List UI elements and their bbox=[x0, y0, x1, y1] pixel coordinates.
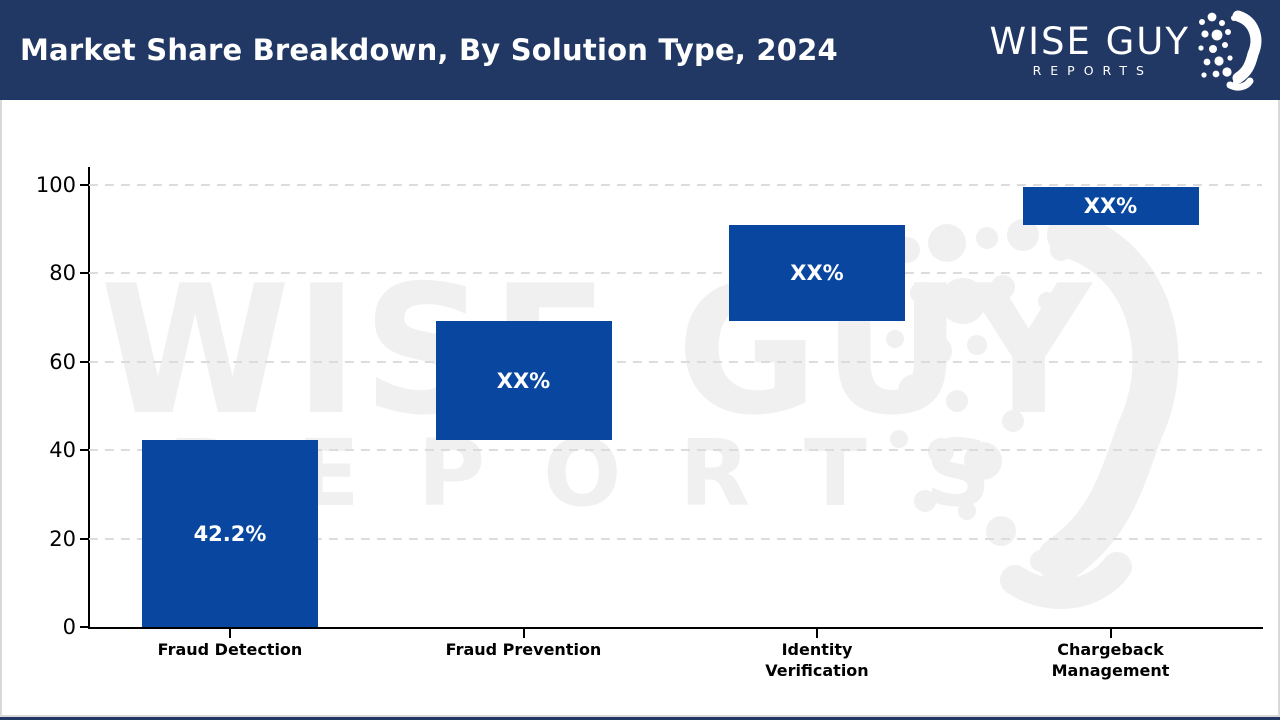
y-tick-20 bbox=[80, 537, 89, 540]
bar-fraud-detection: 42.2% bbox=[142, 440, 318, 627]
bar-value-label: XX% bbox=[790, 260, 844, 285]
x-tick-0 bbox=[229, 629, 231, 638]
gridline-100 bbox=[89, 184, 1262, 186]
gridline-40 bbox=[89, 449, 1262, 452]
y-tick-label: 20 bbox=[49, 526, 76, 551]
footer-divider bbox=[0, 715, 1280, 717]
bar-value-label: XX% bbox=[496, 368, 551, 393]
brand-logo-text: WISE GUY REPORTS bbox=[990, 23, 1190, 78]
x-category-label: Fraud Detection bbox=[157, 640, 303, 659]
bar-fraud-prevention: XX% bbox=[435, 320, 612, 441]
x-category-label: Fraud Prevention bbox=[445, 640, 602, 659]
brand-logo: WISE GUY REPORTS bbox=[990, 8, 1266, 92]
x-tick-2 bbox=[816, 629, 818, 638]
y-tick-label: 60 bbox=[49, 349, 76, 374]
y-tick-40 bbox=[80, 449, 89, 452]
gridline-60 bbox=[89, 360, 1262, 363]
y-tick-label: 0 bbox=[62, 615, 76, 639]
y-tick-0 bbox=[80, 626, 89, 628]
x-axis-line bbox=[88, 627, 1263, 629]
header-bar: Market Share Breakdown, By Solution Type… bbox=[0, 0, 1280, 100]
page-title: Market Share Breakdown, By Solution Type… bbox=[20, 33, 838, 67]
x-category-label: Identity Verification bbox=[765, 640, 869, 680]
bar-chargeback-management: XX% bbox=[1022, 187, 1199, 225]
y-tick-100 bbox=[80, 184, 89, 186]
x-category-label: Chargeback Management bbox=[1051, 640, 1170, 680]
y-axis-line bbox=[88, 167, 90, 629]
bar-value-label: 42.2% bbox=[193, 521, 267, 546]
brand-face-icon bbox=[1198, 10, 1262, 91]
gridline-20 bbox=[89, 537, 1262, 540]
brand-name: WISE GUY bbox=[989, 19, 1190, 63]
y-tick-60 bbox=[80, 360, 89, 363]
gridline-80 bbox=[89, 272, 1262, 275]
y-tick-label: 100 bbox=[35, 173, 76, 197]
y-tick-label: 40 bbox=[49, 438, 76, 463]
y-tick-label: 80 bbox=[49, 261, 76, 286]
x-tick-3 bbox=[1109, 629, 1112, 638]
bar-value-label: XX% bbox=[1083, 193, 1138, 218]
y-tick-80 bbox=[80, 272, 89, 275]
brand-subname: REPORTS bbox=[1032, 62, 1153, 78]
footer-bar bbox=[0, 717, 1280, 720]
x-tick-1 bbox=[522, 629, 525, 638]
bar-identity-verification: XX% bbox=[729, 224, 905, 321]
